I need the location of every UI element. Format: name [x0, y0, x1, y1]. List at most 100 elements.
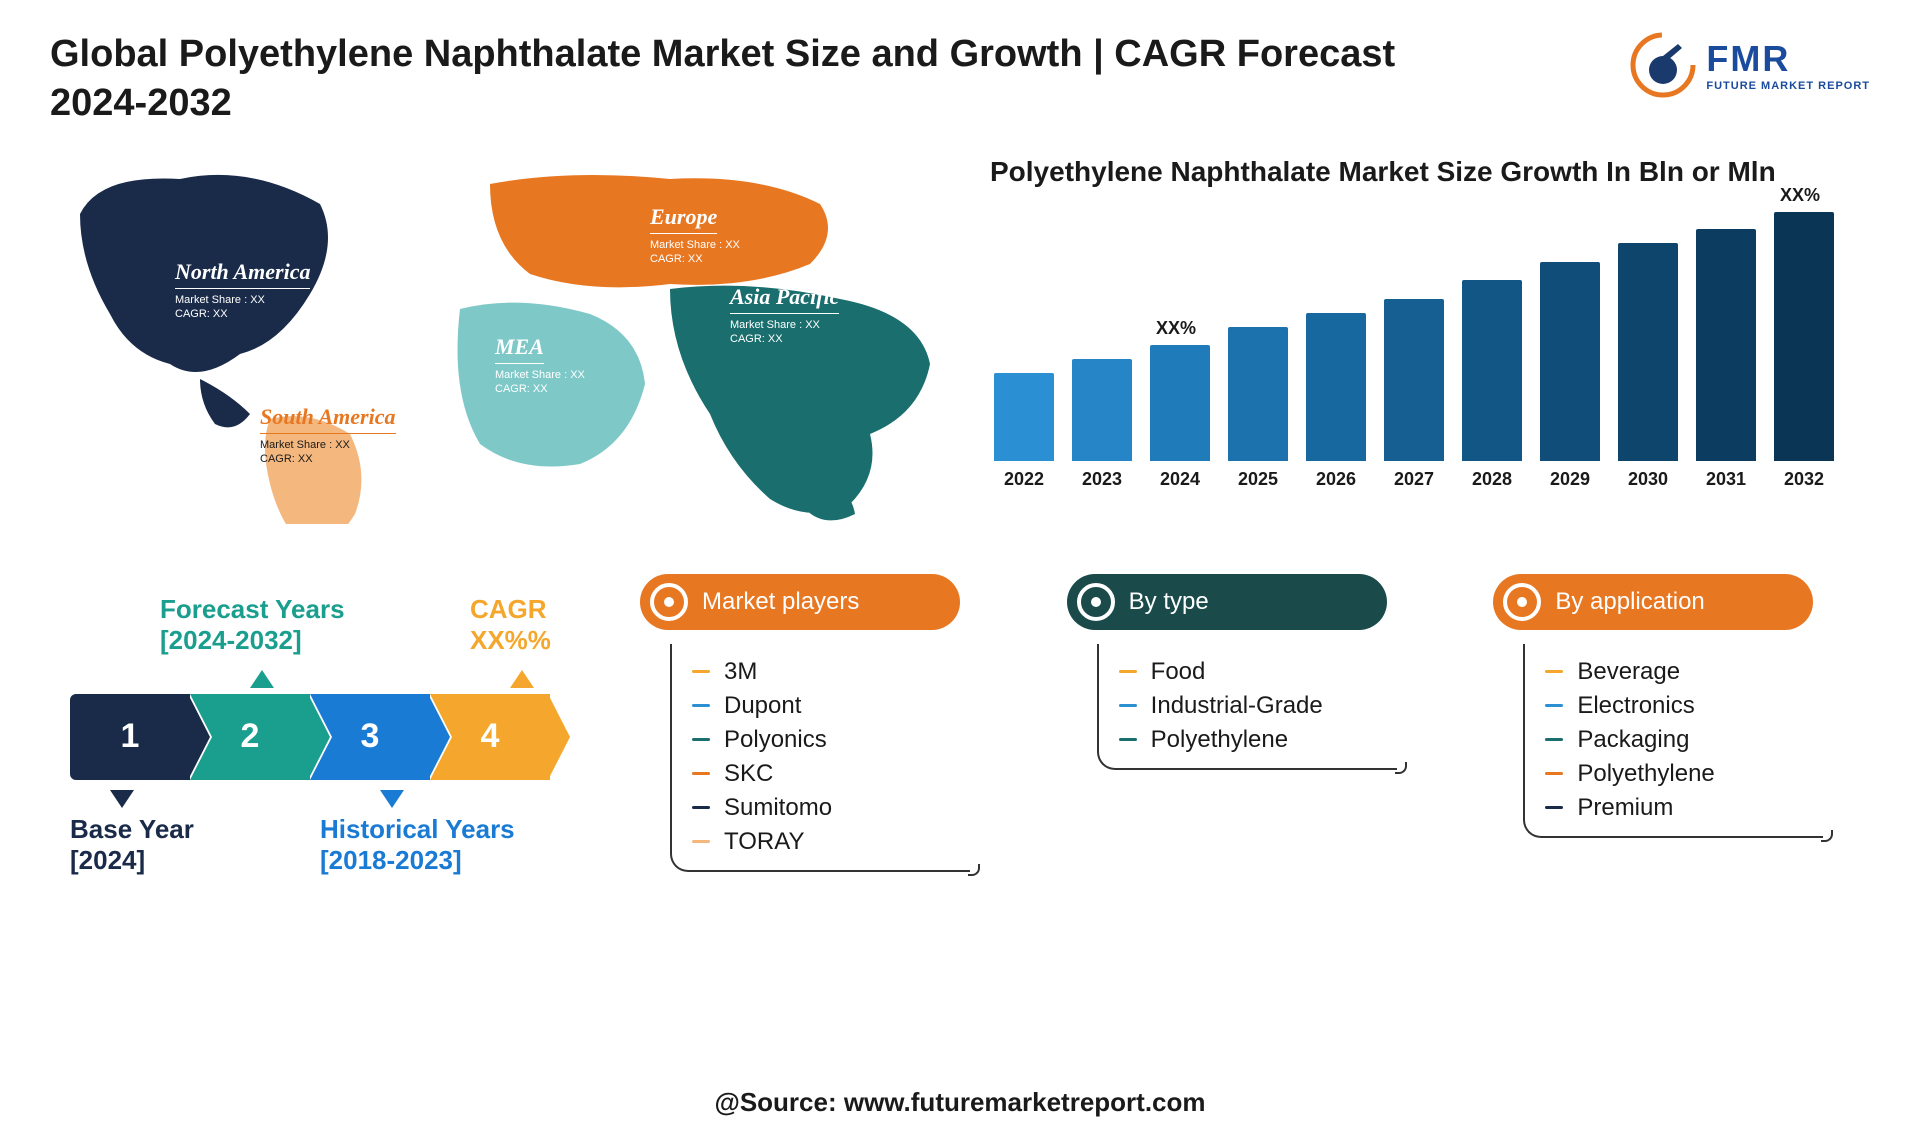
bar-annotation: XX%: [1156, 318, 1196, 339]
category-item-label: Polyethylene: [1577, 760, 1714, 788]
timeline-arrow-icon: [250, 670, 274, 688]
bar-rect: [1072, 359, 1132, 461]
logo-text-main: FMR: [1706, 38, 1870, 80]
tick-icon: [1545, 704, 1563, 707]
category-item: SKC: [692, 760, 970, 788]
category-item-label: Polyethylene: [1151, 726, 1288, 754]
category-item-label: Industrial-Grade: [1151, 692, 1323, 720]
category-title: By type: [1129, 588, 1209, 616]
bar-2026: 2026: [1302, 313, 1370, 491]
category-item: Polyethylene: [1545, 760, 1823, 788]
bar-year-label: 2030: [1628, 469, 1668, 490]
timeline-label: CAGRXX%%: [470, 594, 551, 656]
timeline-label: Base Year[2024]: [70, 814, 194, 876]
region-cagr: CAGR: XX: [495, 382, 585, 396]
category-bracket: Beverage Electronics Packaging Polyethyl…: [1523, 644, 1823, 838]
category-pill: By application: [1493, 574, 1813, 630]
category-item-label: Electronics: [1577, 692, 1694, 720]
logo-icon: [1628, 30, 1698, 100]
region-label-sa: South America Market Share : XX CAGR: XX: [260, 404, 396, 467]
region-share: Market Share : XX: [260, 438, 396, 452]
region-cagr: CAGR: XX: [730, 332, 839, 346]
category-title: Market players: [702, 588, 859, 616]
tick-icon: [692, 670, 710, 673]
timeline-label: Historical Years[2018-2023]: [320, 814, 515, 876]
tick-icon: [1119, 670, 1137, 673]
bar-2027: 2027: [1380, 299, 1448, 491]
tick-icon: [692, 738, 710, 741]
bar-2022: 2022: [990, 373, 1058, 490]
bar-2023: 2023: [1068, 359, 1136, 490]
bar-year-label: 2028: [1472, 469, 1512, 490]
bar-year-label: 2023: [1082, 469, 1122, 490]
bar-annotation: XX%: [1780, 185, 1820, 206]
bar-rect: [1462, 280, 1522, 461]
category-item: TORAY: [692, 828, 970, 856]
logo-text-sub: FUTURE MARKET REPORT: [1706, 80, 1870, 92]
tick-icon: [1119, 704, 1137, 707]
bar-year-label: 2031: [1706, 469, 1746, 490]
category-item-label: 3M: [724, 658, 757, 686]
category-item-label: Beverage: [1577, 658, 1680, 686]
category-item-label: Food: [1151, 658, 1206, 686]
region-name: South America: [260, 404, 396, 434]
tick-icon: [1545, 670, 1563, 673]
timeline-arrow-icon: [380, 790, 404, 808]
bar-year-label: 2026: [1316, 469, 1356, 490]
tick-icon: [1545, 772, 1563, 775]
bar-year-label: 2025: [1238, 469, 1278, 490]
category-item: Packaging: [1545, 726, 1823, 754]
region-share: Market Share : XX: [495, 368, 585, 382]
bar-rect: [994, 373, 1054, 461]
chart-title: Polyethylene Naphthalate Market Size Gro…: [990, 154, 1870, 190]
bar-year-label: 2027: [1394, 469, 1434, 490]
category-item: Premium: [1545, 794, 1823, 822]
category-item: Industrial-Grade: [1119, 692, 1397, 720]
region-name: MEA: [495, 334, 544, 364]
region-cagr: CAGR: XX: [260, 452, 396, 466]
bar-rect: [1228, 327, 1288, 462]
region-label-na: North America Market Share : XX CAGR: XX: [175, 259, 310, 322]
region-label-eu: Europe Market Share : XX CAGR: XX: [650, 204, 740, 267]
tick-icon: [692, 704, 710, 707]
bar-rect: [1540, 262, 1600, 462]
category-item: Dupont: [692, 692, 970, 720]
bars-container: 2022 2023 2024 2025 2026 2027 2028 2029 …: [990, 210, 1870, 490]
region-share: Market Share : XX: [730, 318, 839, 332]
bar-rect: [1384, 299, 1444, 462]
category-item: 3M: [692, 658, 970, 686]
region-name: North America: [175, 259, 310, 289]
bar-2025: 2025: [1224, 327, 1292, 491]
header: Global Polyethylene Naphthalate Market S…: [50, 30, 1870, 129]
bar-rect: [1696, 229, 1756, 461]
bar-rect: [1150, 345, 1210, 461]
category-item: Food: [1119, 658, 1397, 686]
chevron-row: 1234: [70, 694, 550, 780]
bar-2024: 2024: [1146, 345, 1214, 490]
bar-rect: [1774, 212, 1834, 461]
tick-icon: [1545, 738, 1563, 741]
category-bracket: Food Industrial-Grade Polyethylene: [1097, 644, 1397, 770]
category-item-label: Sumitomo: [724, 794, 832, 822]
category-item: Electronics: [1545, 692, 1823, 720]
region-name: Europe: [650, 204, 717, 234]
category-item-label: Packaging: [1577, 726, 1689, 754]
world-map: North America Market Share : XX CAGR: XX…: [50, 154, 950, 524]
source-attribution: @Source: www.futuremarketreport.com: [0, 1087, 1920, 1118]
category-title: By application: [1555, 588, 1704, 616]
bar-2031: 2031: [1692, 229, 1760, 490]
bar-2029: 2029: [1536, 262, 1604, 491]
category-item-label: Premium: [1577, 794, 1673, 822]
category-box: Market players 3M Dupont Polyonics SKC S…: [640, 574, 1017, 914]
category-item-label: Polyonics: [724, 726, 827, 754]
tick-icon: [692, 840, 710, 843]
bar-2032: 2032: [1770, 212, 1838, 490]
bar-year-label: 2022: [1004, 469, 1044, 490]
pill-dot-icon: [650, 583, 688, 621]
bar-2028: 2028: [1458, 280, 1526, 490]
timeline: 1234 Base Year[2024]Forecast Years[2024-…: [50, 574, 610, 914]
category-item-label: SKC: [724, 760, 773, 788]
timeline-arrow-icon: [110, 790, 134, 808]
tick-icon: [1119, 738, 1137, 741]
region-cagr: CAGR: XX: [175, 307, 310, 321]
